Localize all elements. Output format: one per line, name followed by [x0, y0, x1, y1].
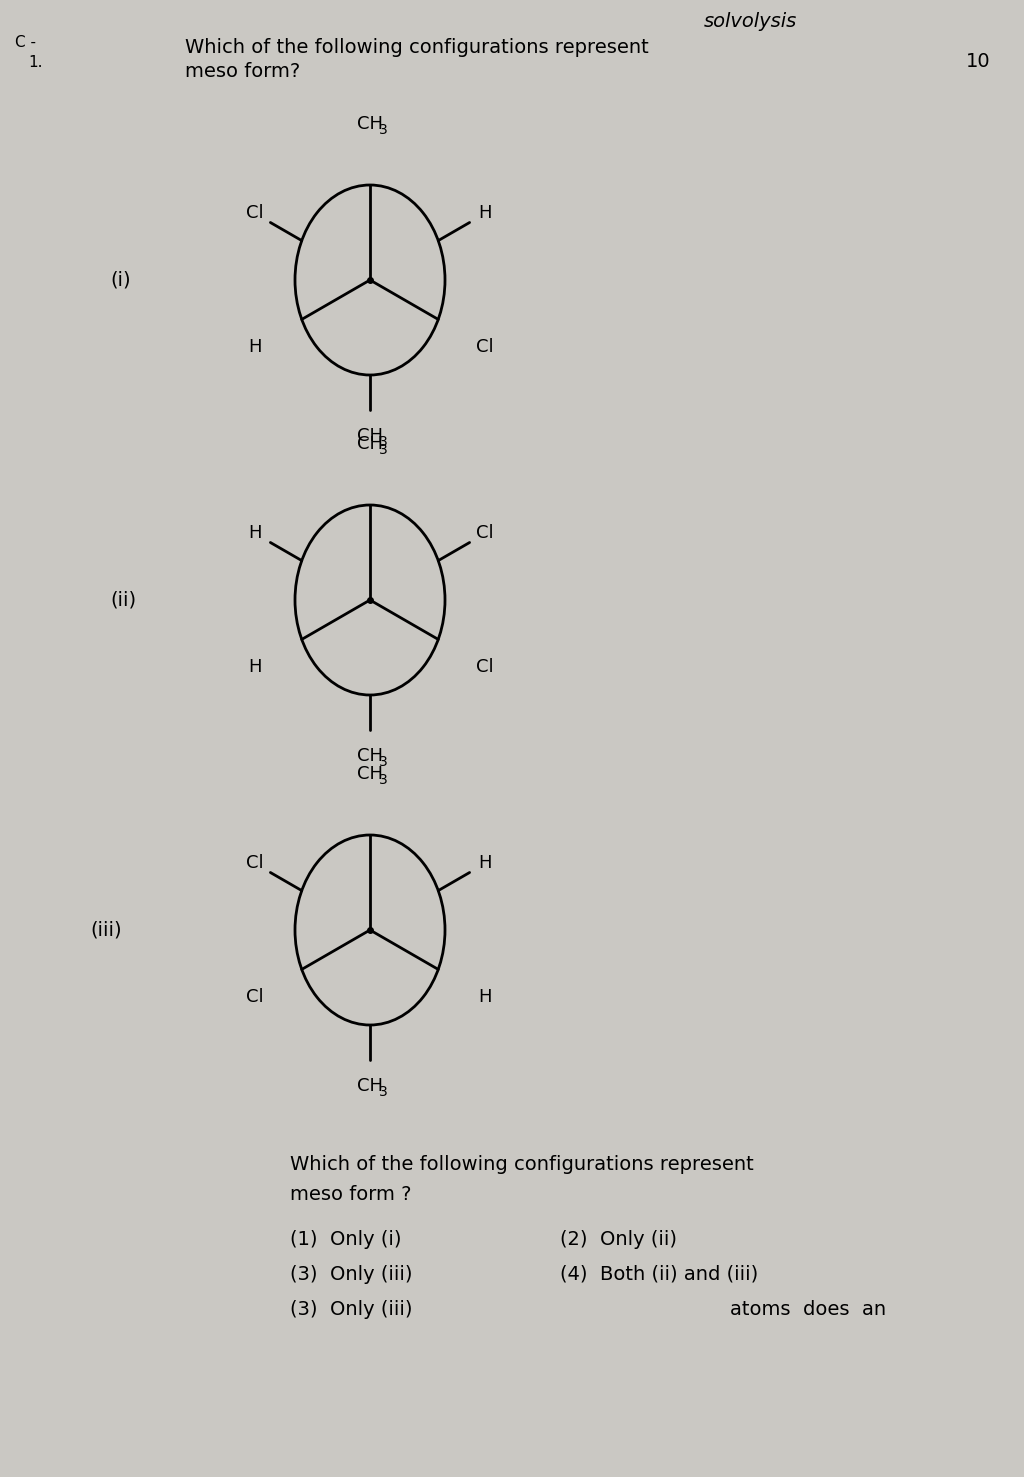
Text: CH: CH: [357, 427, 383, 445]
Text: Which of the following configurations represent: Which of the following configurations re…: [290, 1155, 754, 1174]
Text: 10: 10: [966, 52, 990, 71]
Text: 3: 3: [379, 123, 387, 137]
Text: (iii): (iii): [90, 920, 122, 939]
Text: (4)  Both (ii) and (iii): (4) Both (ii) and (iii): [560, 1264, 758, 1284]
Text: CH: CH: [357, 115, 383, 133]
Text: atoms  does  an: atoms does an: [730, 1300, 886, 1319]
Text: 1.: 1.: [28, 55, 43, 69]
Text: Cl: Cl: [476, 524, 494, 542]
Text: (3)  Only (iii): (3) Only (iii): [290, 1264, 413, 1284]
Text: (1)  Only (i): (1) Only (i): [290, 1230, 401, 1250]
Text: H: H: [248, 524, 261, 542]
Text: meso form ?: meso form ?: [290, 1185, 412, 1204]
Text: (3)  Only (iii): (3) Only (iii): [290, 1300, 413, 1319]
Text: Cl: Cl: [246, 204, 263, 223]
Text: 3: 3: [379, 755, 387, 770]
Text: C -: C -: [15, 35, 36, 50]
Text: CH: CH: [357, 1077, 383, 1094]
Text: meso form?: meso form?: [185, 62, 300, 81]
Text: CH: CH: [357, 747, 383, 765]
Text: Which of the following configurations represent: Which of the following configurations re…: [185, 38, 649, 58]
Text: Cl: Cl: [476, 657, 494, 675]
Text: CH: CH: [357, 436, 383, 453]
Text: (2)  Only (ii): (2) Only (ii): [560, 1230, 677, 1250]
Text: H: H: [248, 657, 261, 675]
Text: Cl: Cl: [476, 338, 494, 356]
Text: Cl: Cl: [246, 988, 263, 1006]
Text: (ii): (ii): [110, 591, 136, 610]
Text: H: H: [478, 204, 492, 223]
Text: 3: 3: [379, 443, 387, 456]
Text: H: H: [248, 338, 261, 356]
Text: (i): (i): [110, 270, 131, 289]
Text: 3: 3: [379, 1086, 387, 1099]
Text: 3: 3: [379, 436, 387, 449]
Text: H: H: [478, 855, 492, 873]
Text: H: H: [478, 988, 492, 1006]
Text: solvolysis: solvolysis: [703, 12, 797, 31]
Text: Cl: Cl: [246, 855, 263, 873]
Text: 3: 3: [379, 772, 387, 787]
Text: CH: CH: [357, 765, 383, 783]
